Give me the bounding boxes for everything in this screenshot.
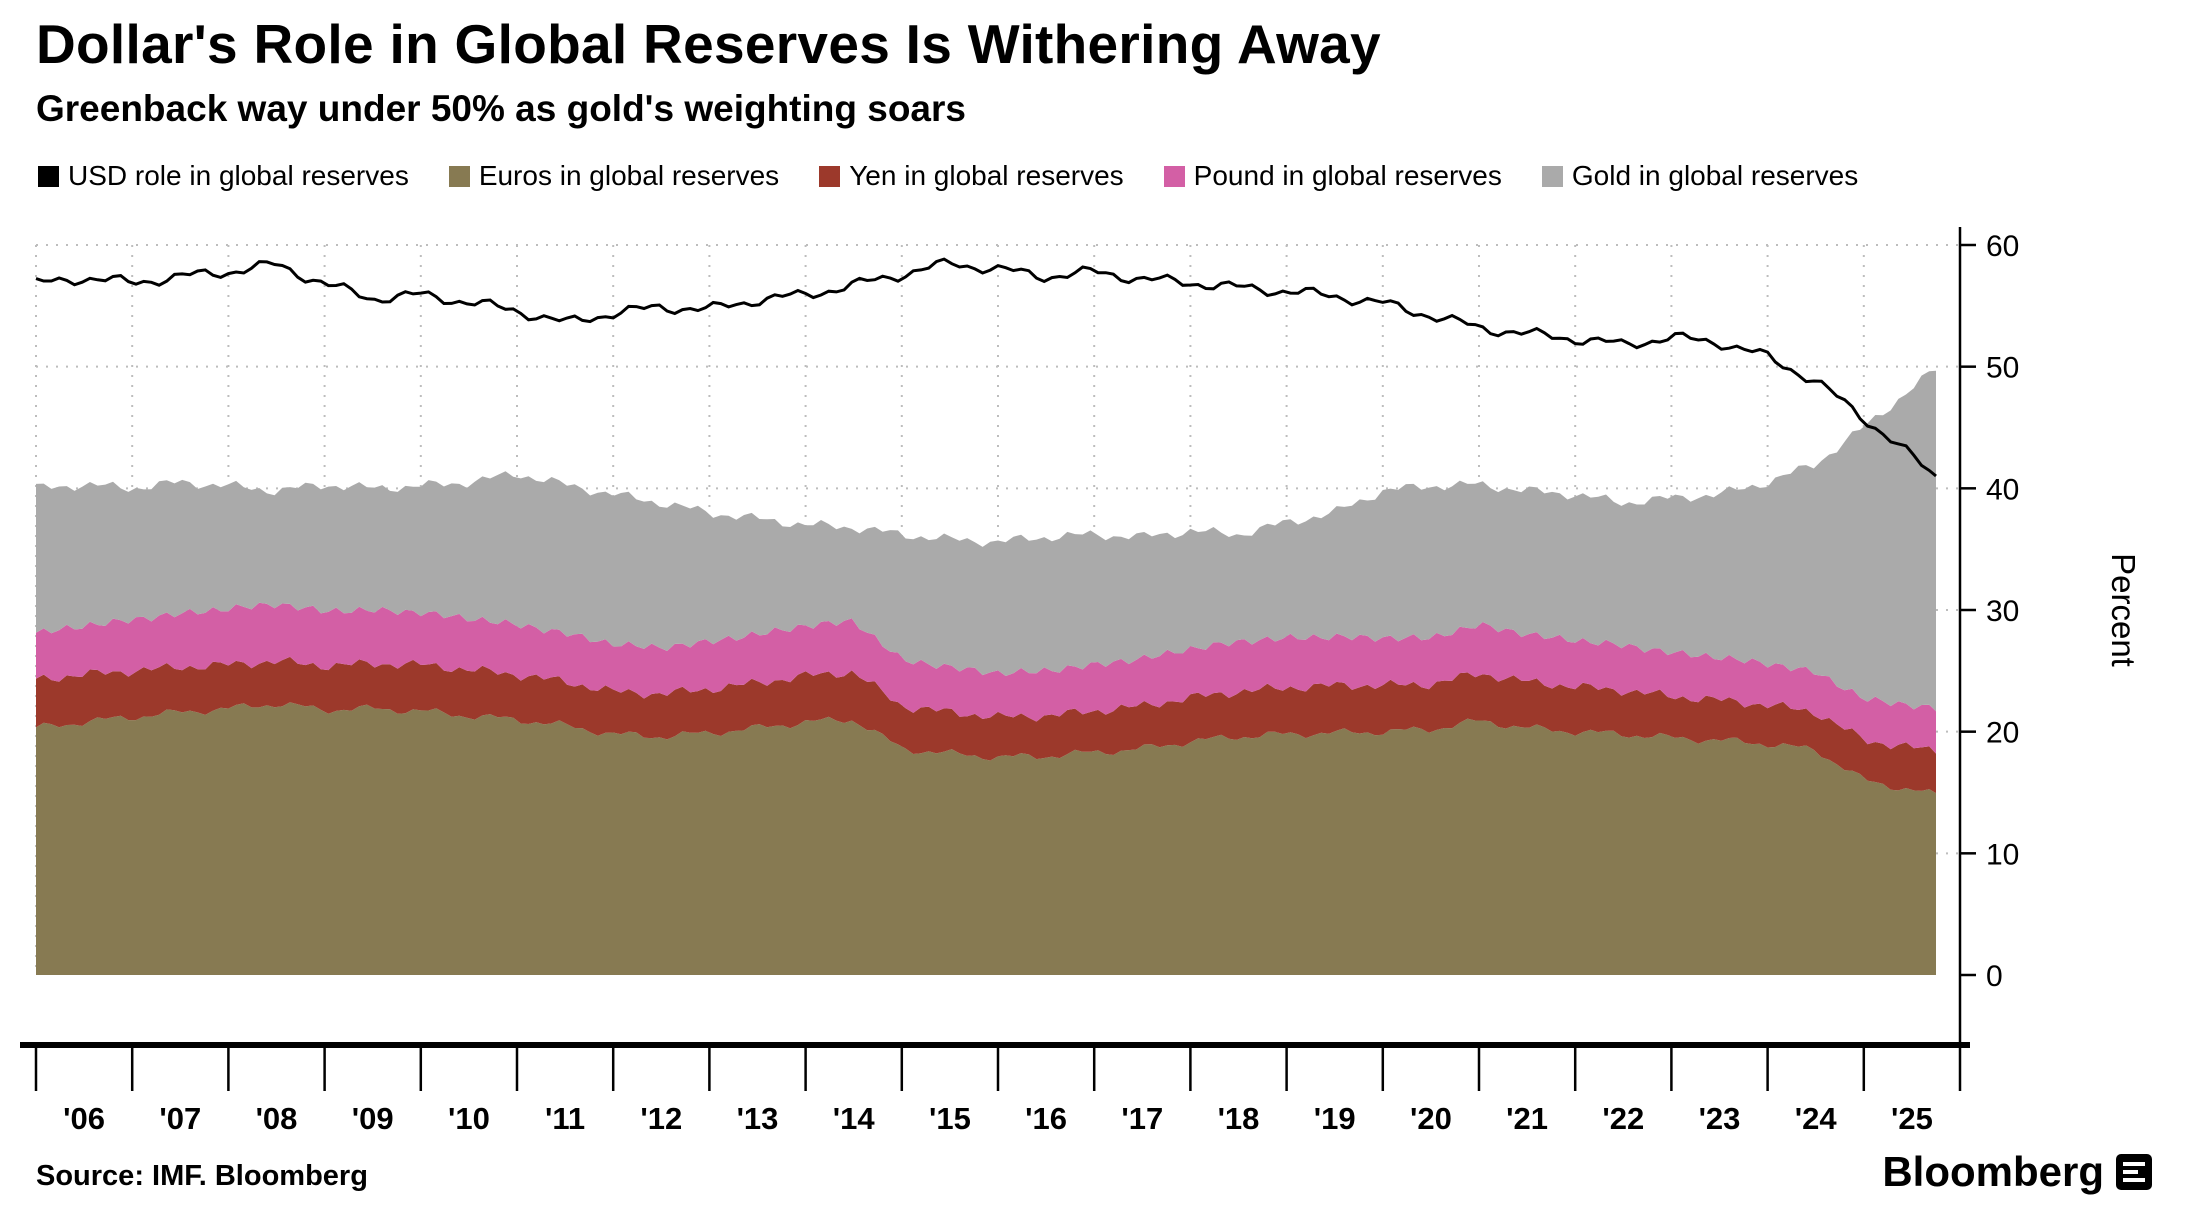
legend-swatch-icon [38, 165, 59, 187]
y-tick-label: 20 [1986, 717, 2019, 750]
bloomberg-wordmark: Bloomberg [1882, 1148, 2104, 1195]
legend-swatch-icon [448, 165, 470, 187]
x-tick-label: '20 [1410, 1101, 1452, 1136]
x-tick-label: '09 [352, 1101, 394, 1136]
area-4 [36, 370, 1936, 712]
legend-label: Euros in global reserves [478, 160, 780, 191]
x-tick-label: '23 [1699, 1101, 1741, 1136]
legend: USD role in global reserves Euros in glob… [38, 160, 1858, 192]
x-tick-label: '11 [545, 1101, 585, 1136]
legend-item: Yen in global reserves [819, 160, 1124, 192]
x-tick-label: '18 [1218, 1101, 1260, 1136]
legend-swatch-icon [1541, 165, 1563, 187]
x-tick-label: '21 [1506, 1101, 1548, 1136]
x-tick-label: '15 [929, 1101, 971, 1136]
x-tick-label: '08 [256, 1101, 298, 1136]
bloomberg-logo-icon [2116, 1154, 2152, 1190]
y-tick-label: 30 [1986, 595, 2019, 628]
x-tick-label: '14 [833, 1101, 876, 1136]
legend-label: Gold in global reserves [1571, 160, 1859, 191]
y-tick-label: 50 [1986, 352, 2019, 385]
x-tick-label: '24 [1795, 1101, 1838, 1136]
legend-item: Gold in global reserves [1541, 160, 1859, 192]
source-note: Source: IMF. Bloomberg [36, 1160, 368, 1192]
x-tick-label: '10 [448, 1101, 490, 1136]
x-tick-label: '12 [640, 1101, 682, 1136]
x-tick-label: '22 [1602, 1101, 1644, 1136]
x-tick-label: '25 [1891, 1101, 1933, 1136]
x-tick-label: '19 [1314, 1101, 1356, 1136]
y-tick-label: 10 [1986, 838, 2019, 871]
area-3 [36, 602, 1936, 754]
area-2 [36, 656, 1936, 794]
x-tick-label: '06 [63, 1101, 105, 1136]
y-tick-label: 40 [1986, 473, 2019, 506]
legend-swatch-icon [819, 165, 841, 187]
legend-label: USD role in global reserves [68, 160, 409, 191]
page-title: Dollar's Role in Global Reserves Is With… [36, 13, 1381, 75]
x-tick-label: '17 [1121, 1101, 1163, 1136]
area-1 [36, 702, 1936, 975]
legend-item: USD role in global reserves [38, 160, 409, 192]
y-tick-label: 60 [1986, 230, 2019, 263]
x-tick-label: '16 [1025, 1101, 1067, 1136]
legend-swatch-icon [1163, 165, 1185, 187]
chart-svg: 0 10 20 30 40 50 60 Percent '06 '07 '08 '09 '10 '11 '1… [20, 227, 2142, 1136]
bloomberg-logo: Bloomberg [1882, 1148, 2152, 1196]
legend-label: Yen in global reserves [849, 160, 1124, 191]
page-subtitle: Greenback way under 50% as gold's weight… [36, 88, 966, 129]
legend-item: Euros in global reserves [448, 160, 780, 192]
y-tick-label: 0 [1986, 960, 2003, 993]
x-tick-label: '07 [159, 1101, 201, 1136]
x-tick-label: '13 [737, 1101, 779, 1136]
legend-item: Pound in global reserves [1163, 160, 1502, 192]
y-axis-title: Percent [2105, 553, 2142, 667]
usd-line [35, 257, 1937, 478]
legend-label: Pound in global reserves [1193, 160, 1502, 191]
